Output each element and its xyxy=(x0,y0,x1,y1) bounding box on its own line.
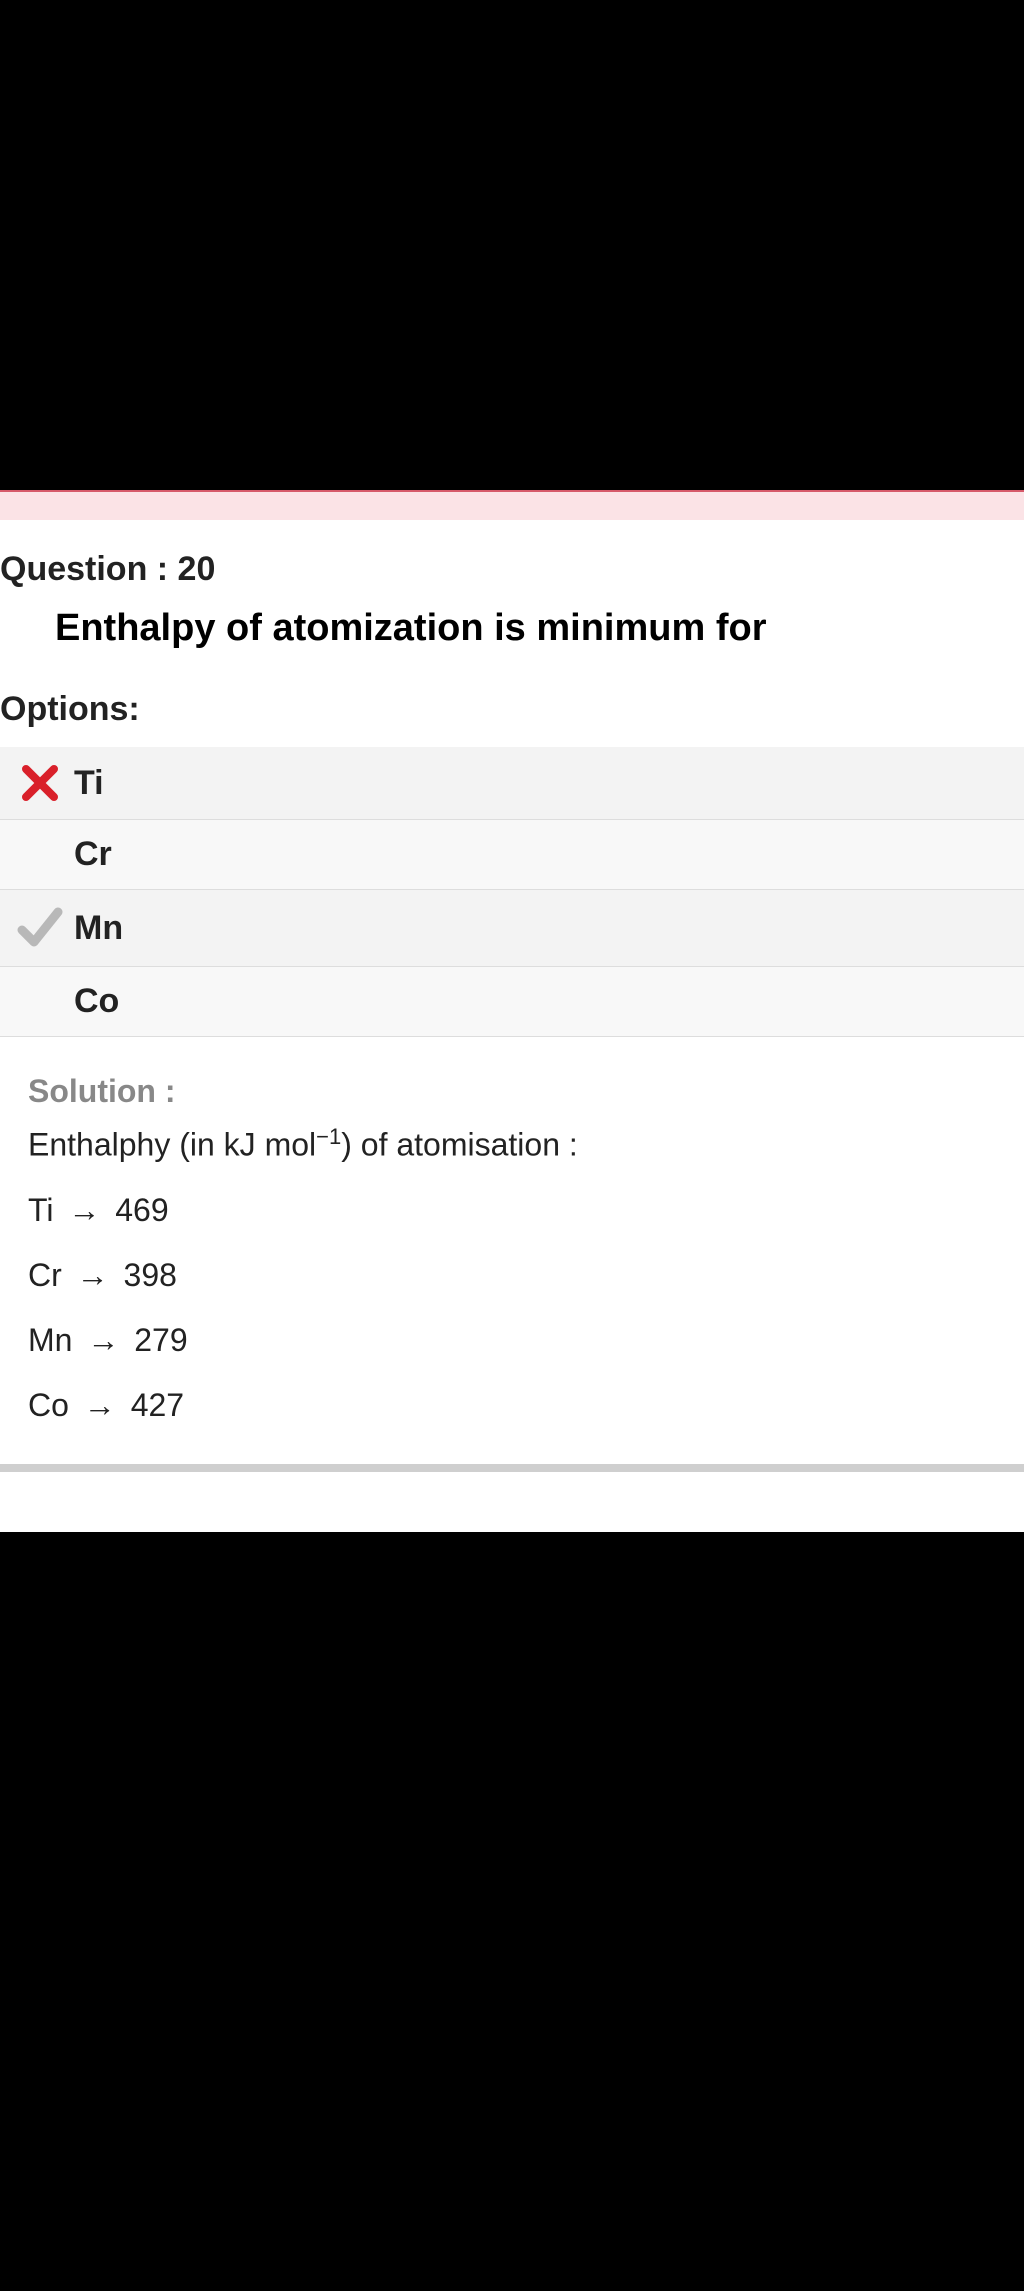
top-black-region xyxy=(0,0,1024,490)
content-panel: Question : 20 Enthalpy of atomization is… xyxy=(0,520,1024,1532)
solution-element: Cr xyxy=(28,1257,62,1293)
solution-row: Ti → 469 xyxy=(28,1192,1024,1229)
option-row[interactable]: Mn xyxy=(0,890,1024,967)
solution-intro-exponent: −1 xyxy=(316,1124,341,1149)
option-label: Mn xyxy=(70,909,123,948)
solution-value: 398 xyxy=(124,1257,177,1293)
pink-divider-bar xyxy=(0,490,1024,520)
options-list: Ti Cr Mn Co xyxy=(0,747,1024,1037)
option-label: Ti xyxy=(70,764,104,803)
option-label: Cr xyxy=(70,835,112,874)
options-label: Options: xyxy=(0,690,1024,747)
solution-intro: Enthalphy (in kJ mol−1) of atomisation : xyxy=(28,1124,1024,1164)
solution-value: 279 xyxy=(134,1322,187,1358)
arrow-icon: → xyxy=(78,1387,122,1424)
solution-value: 469 xyxy=(115,1192,168,1228)
question-number: Question : 20 xyxy=(0,550,1024,607)
option-row[interactable]: Cr xyxy=(0,820,1024,890)
solution-element: Mn xyxy=(28,1322,72,1358)
solution-row: Cr → 398 xyxy=(28,1257,1024,1294)
cross-icon xyxy=(10,761,70,805)
solution-element: Ti xyxy=(28,1192,53,1228)
solution-intro-prefix: Enthalphy (in kJ mol xyxy=(28,1127,316,1163)
arrow-icon: → xyxy=(81,1322,125,1359)
bottom-black-region xyxy=(0,1532,1024,2052)
solution-row: Co → 427 xyxy=(28,1387,1024,1424)
question-text: Enthalpy of atomization is minimum for xyxy=(0,607,1024,690)
solution-block: Solution : Enthalphy (in kJ mol−1) of at… xyxy=(0,1037,1024,1424)
arrow-icon: → xyxy=(71,1257,115,1294)
bottom-divider xyxy=(0,1464,1024,1472)
option-row[interactable]: Co xyxy=(0,967,1024,1037)
check-icon xyxy=(10,904,70,952)
page-root: Question : 20 Enthalpy of atomization is… xyxy=(0,0,1024,2052)
solution-value: 427 xyxy=(131,1387,184,1423)
solution-element: Co xyxy=(28,1387,69,1423)
solution-label: Solution : xyxy=(28,1073,1024,1110)
solution-intro-suffix: ) of atomisation : xyxy=(341,1127,578,1163)
option-label: Co xyxy=(70,982,119,1021)
arrow-icon: → xyxy=(62,1192,106,1229)
solution-row: Mn → 279 xyxy=(28,1322,1024,1359)
option-row[interactable]: Ti xyxy=(0,747,1024,820)
